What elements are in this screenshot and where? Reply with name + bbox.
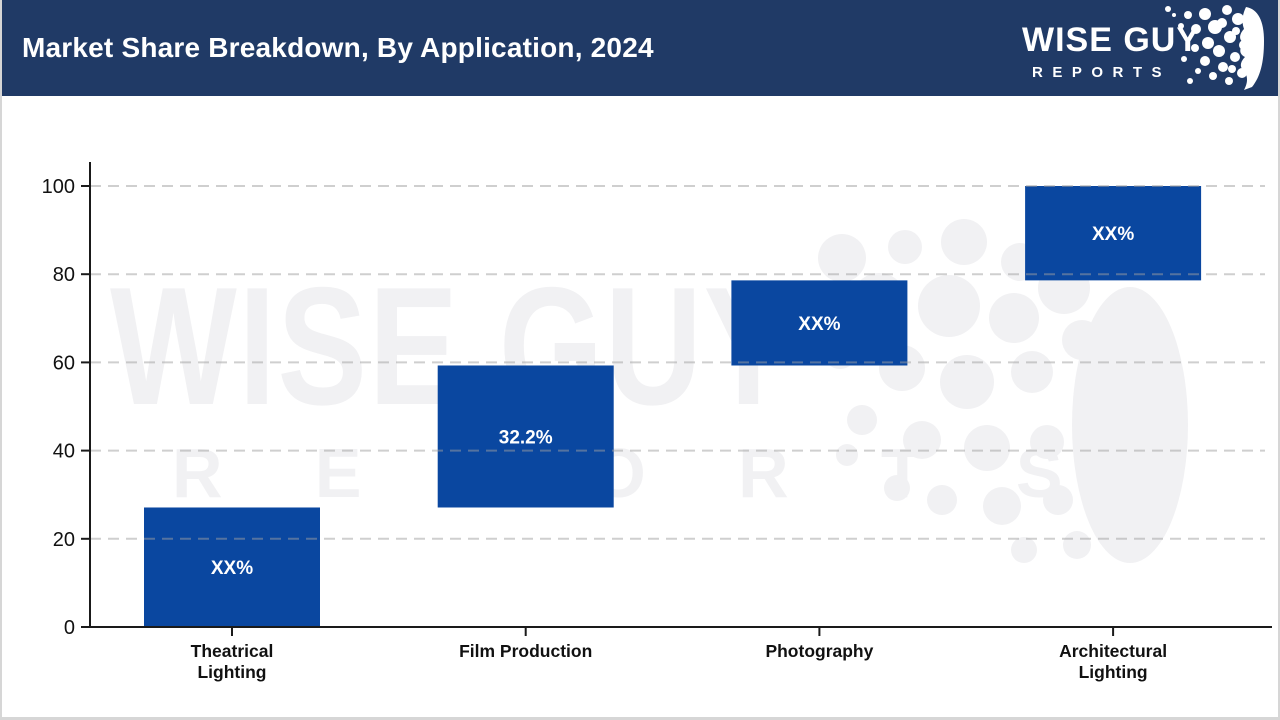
watermark-dot [989,293,1039,343]
logo-head-dot [1178,22,1184,29]
logo-head-dot [1230,51,1240,62]
logo-head-dot [1239,39,1249,50]
bar-value-label: XX% [798,314,840,335]
logo-head-dot [1224,30,1236,43]
watermark-dot [1062,320,1102,360]
watermark-dot [903,421,941,459]
watermark-dot [818,234,866,282]
logo-head-dot [1222,4,1232,15]
x-category-label: Photography [765,641,873,661]
logo-head-dot [1209,71,1217,80]
watermark-dot [927,485,957,515]
y-tick-label: 0 [64,617,75,639]
watermark-dot [888,230,922,264]
bar-value-label: 32.2% [499,427,553,448]
logo-head-icon [1165,4,1264,90]
x-category-label: Lighting [1079,662,1148,682]
logo-head-dot [1165,5,1171,12]
watermark-dot [1011,537,1037,563]
x-category-label: Architectural [1059,641,1167,661]
logo-head-dot [1191,23,1201,34]
watermark-face-shape [1072,287,1188,563]
logo-head-dot [1191,43,1199,52]
watermark-dot [941,219,987,265]
bar-photography [731,280,908,366]
y-tick-label: 60 [53,352,75,374]
y-tick-label: 80 [53,264,75,286]
logo-head-dot [1187,77,1193,84]
logo-head-dot [1232,26,1240,35]
logo-head-dot [1172,12,1176,17]
logo-head-dot [1195,67,1201,74]
watermark-dot [918,275,980,337]
logo-subtext: REPORTS [1032,64,1171,81]
x-category-label: Theatrical [191,641,274,661]
watermark-dot [884,475,910,501]
logo-wordmark: WISE GUY [1022,21,1200,59]
logo-head-dot [1228,64,1236,73]
page-title: Market Share Breakdown, By Application, … [22,32,654,63]
logo-head-dot [1237,67,1247,78]
watermark-dot [964,425,1010,471]
logo-head-dot [1218,61,1228,72]
header-bar: Market Share Breakdown, By Application, … [2,0,1278,96]
bar-value-label: XX% [1092,224,1134,245]
bar-value-label: XX% [211,558,253,579]
x-category-label: Lighting [197,662,266,682]
watermark-dot [836,444,858,466]
watermark-dot [1011,351,1053,393]
watermark-dot [940,355,994,409]
watermark-dot [1043,485,1073,515]
logo-head-dot [1217,17,1227,28]
y-tick-label: 100 [42,176,75,198]
logo-head-dot [1200,55,1210,66]
y-tick-label: 40 [53,441,75,463]
bar-architectural-lighting [1025,186,1202,281]
logo-head-dot [1181,55,1187,62]
logo-head-dot [1202,36,1214,49]
bar-film-production [437,365,614,508]
logo-head-dot [1213,44,1225,57]
logo-head-dot [1199,7,1211,20]
watermark-dot [847,405,877,435]
y-tick-label: 20 [53,529,75,551]
wise-guy-reports-logo: WISE GUY REPORTS [1016,1,1268,96]
logo-head-dot [1184,10,1192,19]
logo-head-dot [1232,12,1244,25]
watermark-dot [1030,425,1064,459]
watermark-dot [983,487,1021,525]
bar-theatrical-lighting [144,507,320,627]
logo-head-dot [1225,76,1233,85]
x-category-label: Film Production [459,641,592,661]
